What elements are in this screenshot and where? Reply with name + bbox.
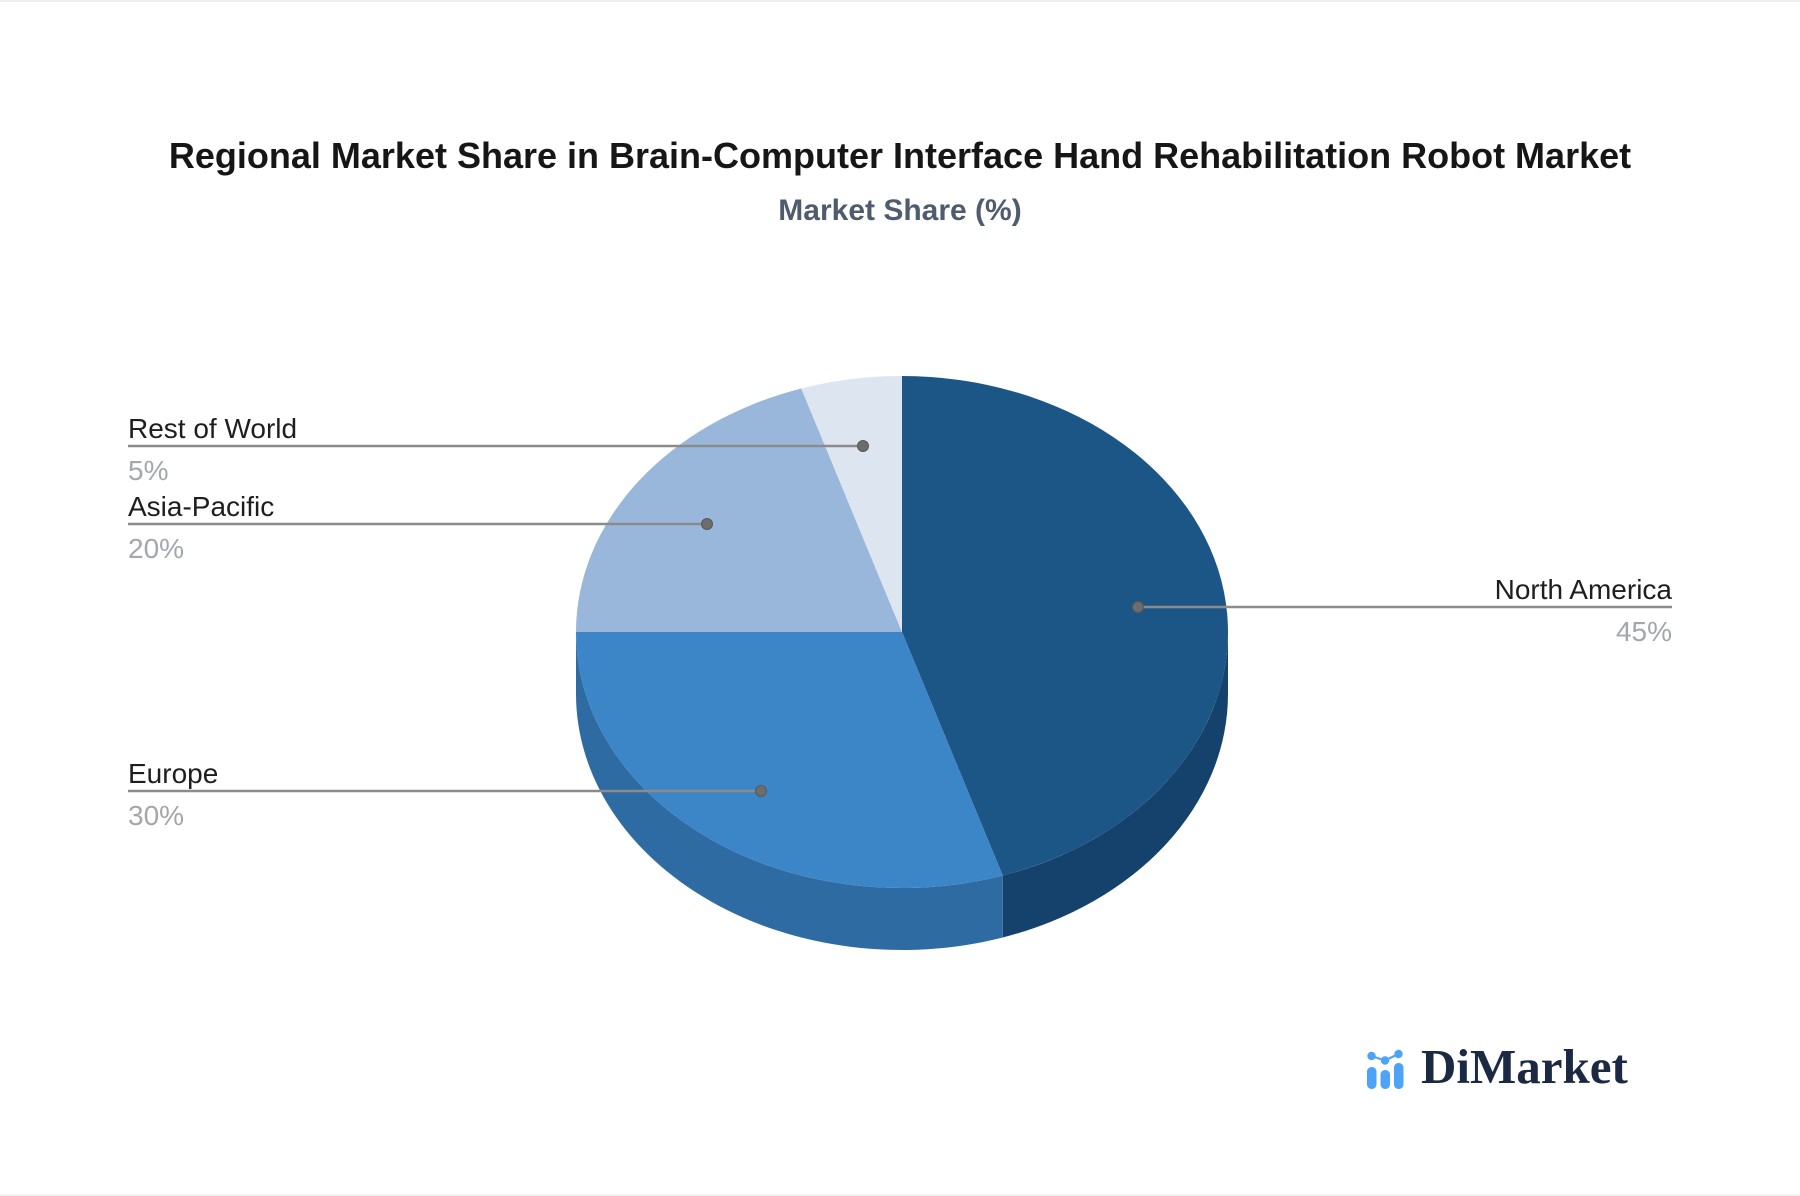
leader-dot-north-america — [1132, 601, 1144, 613]
chart-title: Regional Market Share in Brain-Computer … — [168, 135, 1632, 176]
slice-value: 30% — [128, 800, 185, 831]
pie-slice-europe — [576, 632, 1003, 888]
pie-depth-north-america — [1002, 632, 1228, 938]
brand-name: DiMarket — [1421, 1039, 1628, 1094]
slice-label: Europe — [128, 758, 219, 789]
bar-chart-logo-icon — [1367, 1049, 1404, 1090]
leader-dot-europe — [755, 785, 767, 797]
slice-label: Rest of World — [128, 413, 298, 444]
callout-rest-of-world: Rest of World 5% — [128, 415, 297, 485]
slice-value: 20% — [128, 533, 185, 564]
leader-dot-asia-pacific — [701, 518, 713, 530]
pie-slice-rest-of-world — [801, 376, 902, 632]
pie-slice-north-america — [902, 376, 1228, 876]
dimarket-logo: DiMarket — [1366, 1039, 1628, 1094]
callout-asia-pacific: Asia-Pacific 20% — [128, 493, 274, 563]
chart-subtitle: Market Share (%) — [778, 194, 1022, 227]
slice-label: North America — [1494, 574, 1672, 605]
callout-europe: Europe 30% — [128, 760, 218, 830]
leader-dot-rest-of-world — [857, 440, 869, 452]
slice-value: 5% — [128, 455, 169, 486]
pie-slice-asia-pacific — [576, 388, 902, 632]
slice-value: 45% — [1615, 616, 1672, 647]
slice-label: Asia-Pacific — [128, 491, 275, 522]
callout-north-america: North America 45% — [1495, 576, 1672, 646]
pie-depth-europe — [576, 632, 1003, 951]
